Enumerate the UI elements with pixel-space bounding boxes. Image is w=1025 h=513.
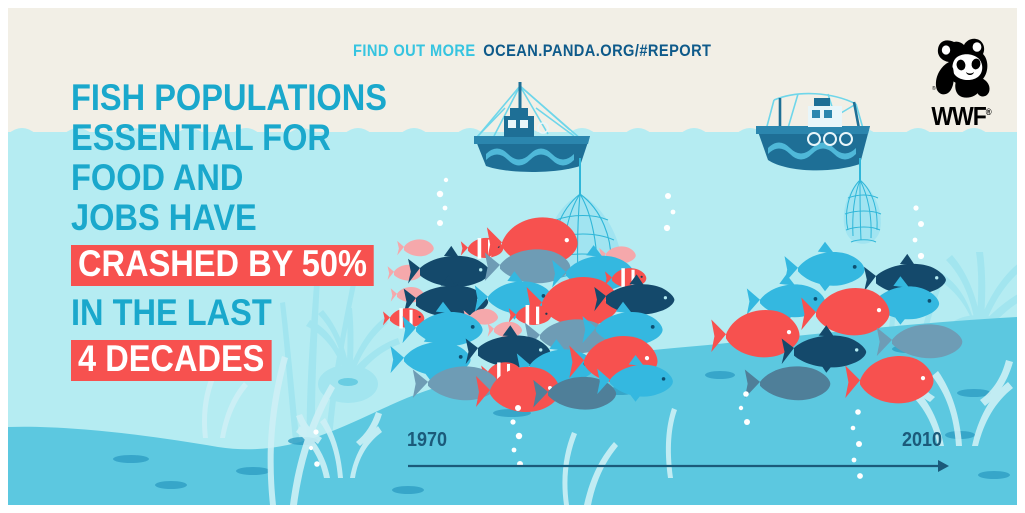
headline-line-4: JOBS HAVE <box>71 197 257 238</box>
headline-line-6: IN THE LAST <box>71 292 272 333</box>
headline-line-1: FISH POPULATIONS <box>71 77 387 118</box>
headline-highlight-crashed: CRASHED BY 50% <box>71 245 374 286</box>
panda-icon: ® <box>932 38 990 98</box>
timeline-start-year: 1970 <box>407 429 448 451</box>
headline-line-2: ESSENTIAL FOR <box>71 117 331 158</box>
svg-text:®: ® <box>932 85 936 92</box>
find-out-more: FIND OUT MORE OCEAN.PANDA.ORG/#REPORT <box>353 41 711 61</box>
wwf-wordmark: WWF® <box>920 101 1002 131</box>
registered-mark: ® <box>985 107 992 118</box>
trawl-net-small <box>843 179 882 244</box>
timeline-end-year: 2010 <box>902 429 943 451</box>
foreground-coral-decoration <box>202 356 1013 505</box>
text-layer: FIND OUT MORE OCEAN.PANDA.ORG/#REPORT FIS… <box>8 8 1017 505</box>
bubble-streams <box>308 177 925 479</box>
timeline-arrow <box>408 460 949 472</box>
timeline: 1970 2010 <box>8 8 1017 505</box>
poster-canvas: 1970 2010 FIND OUT MORE OCEAN.PANDA.ORG/#… <box>8 8 1017 505</box>
wwf-logo[interactable]: ® WWF® <box>920 26 1002 131</box>
headline-block: FISH POPULATIONS ESSENTIAL FOR FOOD AND … <box>71 77 401 385</box>
report-url[interactable]: OCEAN.PANDA.ORG/#REPORT <box>483 41 712 60</box>
headline-line-3: FOOD AND <box>71 157 244 198</box>
find-out-more-label: FIND OUT MORE <box>353 41 476 60</box>
wwf-wordmark-text: WWF <box>931 101 986 131</box>
fishing-trawler-2010 <box>756 92 882 244</box>
headline-highlight-decades: 4 DECADES <box>71 340 272 381</box>
